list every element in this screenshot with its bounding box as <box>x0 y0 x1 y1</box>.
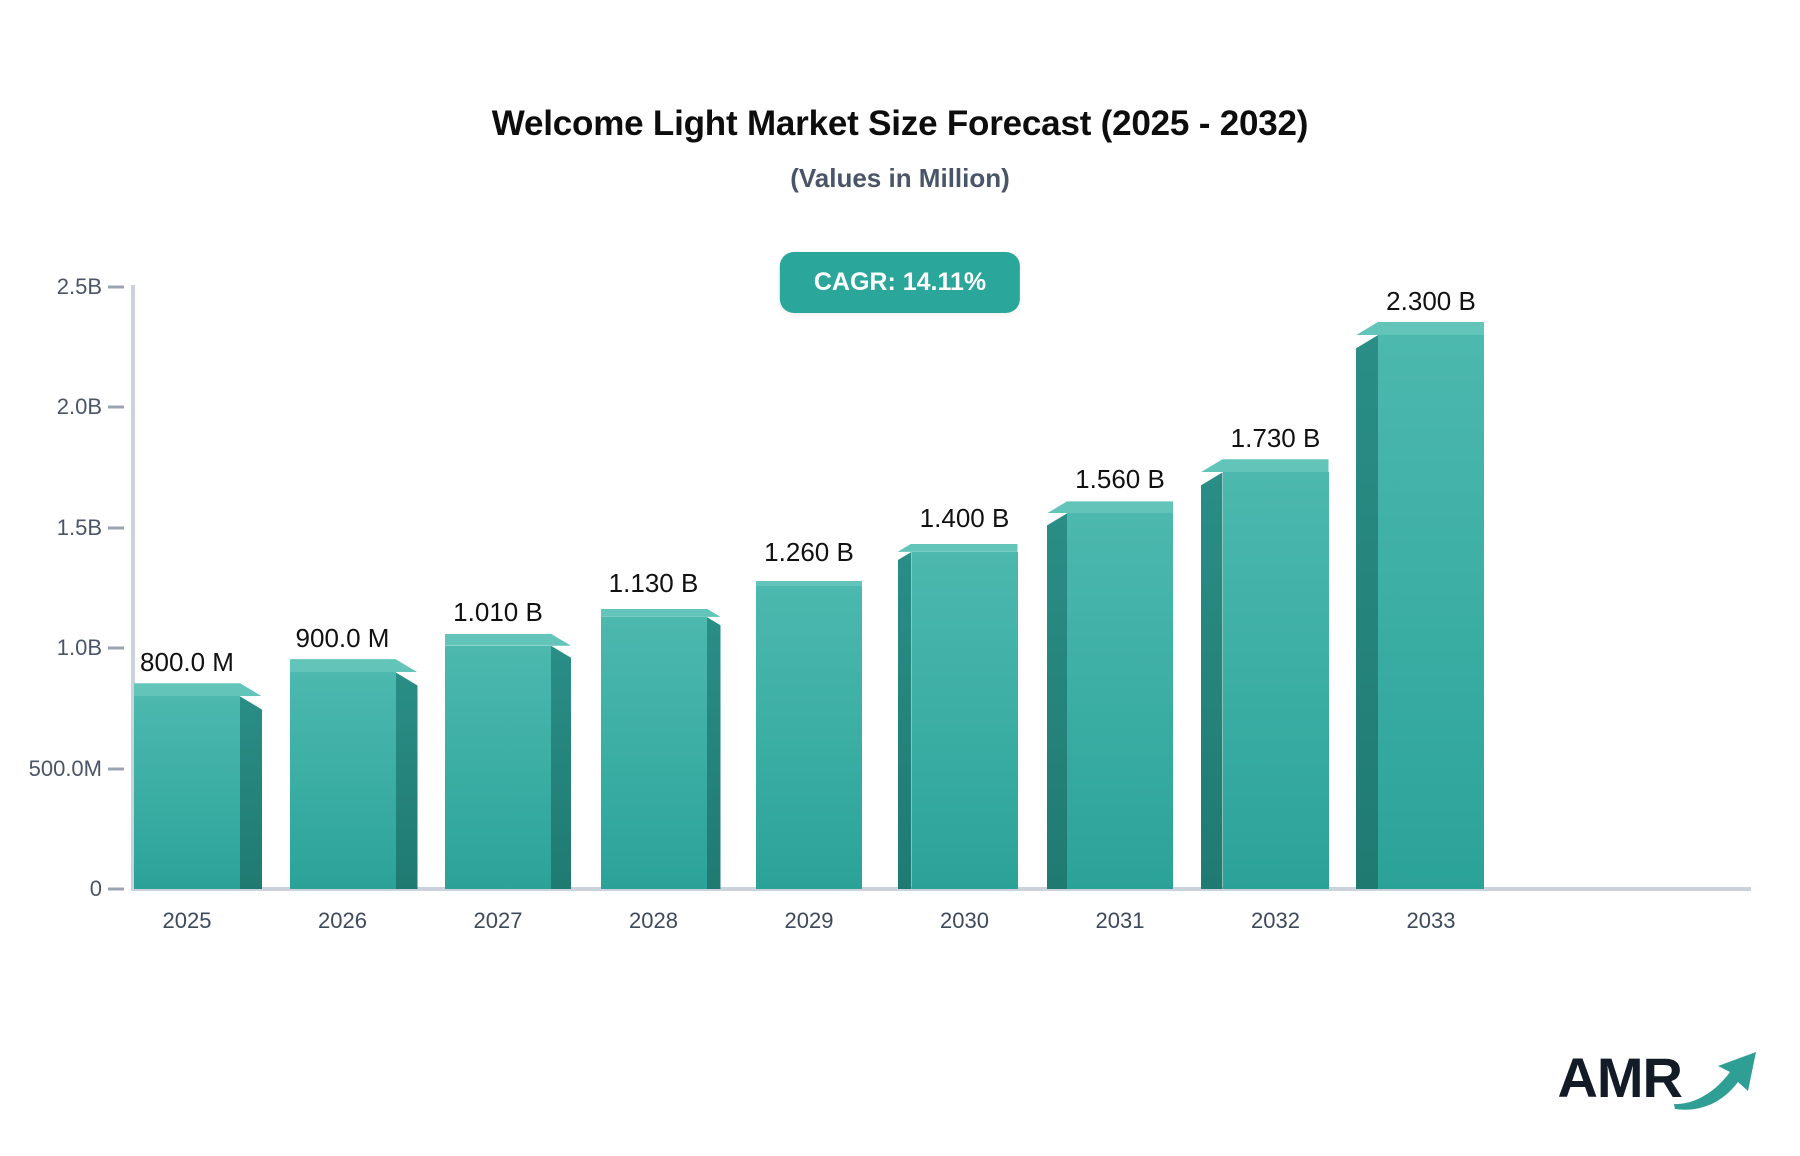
bar-top-face <box>1047 501 1173 514</box>
x-axis-tick-label: 2025 <box>162 908 212 933</box>
bar-2030[interactable]: 1.400 B <box>897 503 1018 889</box>
y-axis-tick-mark <box>108 887 124 891</box>
bar-top-face <box>756 580 862 586</box>
bar-2032[interactable]: 1.730 B <box>1200 423 1329 889</box>
bar-front-face <box>289 672 396 889</box>
bar-value-label: 800.0 M <box>140 647 234 678</box>
y-axis-tick-label: 2.5B <box>56 274 102 299</box>
chart-subtitle: (Values in Million) <box>790 162 1010 193</box>
y-axis-tick-label: 0 <box>89 876 102 901</box>
bar-front-face <box>600 616 707 889</box>
x-axis-tick-label: 2030 <box>940 908 989 933</box>
bar-value-label: 1.400 B <box>919 502 1010 533</box>
bar-value-label: 900.0 M <box>295 623 390 654</box>
bar-front-face <box>1378 335 1484 889</box>
bar-front-face <box>1067 513 1173 889</box>
x-axis-tick-label: 2033 <box>1406 908 1456 933</box>
bar-top-face <box>445 633 571 646</box>
bar-side-face <box>706 616 721 889</box>
y-axis-tick-mark <box>108 526 124 530</box>
x-axis-tick-label: 2028 <box>629 908 678 933</box>
bar-2027[interactable]: 1.010 B <box>445 597 571 889</box>
y-axis-tick-label: 500.0M <box>28 755 102 781</box>
x-axis-line <box>131 887 1751 891</box>
cagr-badge: CAGR: 14.11% <box>779 252 1021 313</box>
amr-logo: AMR <box>1557 1038 1758 1118</box>
y-axis-line <box>131 285 135 890</box>
bar-value-label: 1.730 B <box>1230 423 1321 454</box>
bar-2033[interactable]: 2.300 B <box>1356 286 1484 889</box>
bar-2025[interactable]: 800.0 M <box>134 647 262 889</box>
bar-2031[interactable]: 1.560 B <box>1047 464 1173 889</box>
bar-2028[interactable]: 1.130 B <box>600 568 721 889</box>
x-axis-tick-label: 2027 <box>473 908 523 933</box>
y-axis-tick-mark <box>108 285 124 289</box>
bar-front-face <box>445 645 551 889</box>
y-axis-tick-label: 1.5B <box>56 514 102 540</box>
growth-arrow-icon <box>1672 1048 1758 1115</box>
bar-top-face <box>897 543 1018 552</box>
bar-top-face <box>1200 459 1329 473</box>
y-axis-tick-mark <box>108 405 124 409</box>
chart-header: Welcome Light Market Size Forecast (2025… <box>0 0 1800 192</box>
bar-front-face <box>911 551 1018 889</box>
bar-front-face <box>1222 472 1329 889</box>
bar-top-face <box>134 683 262 697</box>
bar-side-face <box>240 696 262 889</box>
amr-logo-text: AMR <box>1557 1046 1683 1109</box>
bar-value-label: 1.560 B <box>1075 464 1165 495</box>
x-axis-tick-label: 2026 <box>318 908 367 933</box>
bar-side-face <box>1356 335 1378 889</box>
bar-value-label: 1.260 B <box>764 536 854 567</box>
bar-front-face <box>756 585 862 889</box>
bar-value-label: 1.010 B <box>453 596 543 627</box>
bar-2026[interactable]: 900.0 M <box>289 623 418 889</box>
y-axis-tick-mark <box>108 646 124 650</box>
y-axis-tick-label: 2.0B <box>56 394 102 420</box>
bar-top-face <box>289 659 418 673</box>
x-axis-tick-label: 2031 <box>1095 908 1145 933</box>
bar-side-face <box>897 551 912 889</box>
y-axis-tick-label: 1.0B <box>56 635 102 661</box>
bar-front-face <box>134 696 240 889</box>
bar-side-face <box>1047 513 1067 889</box>
bar-side-face <box>395 672 418 889</box>
bar-top-face <box>600 608 721 617</box>
x-axis-tick-label: 2029 <box>784 908 834 933</box>
y-axis-tick-mark <box>108 767 124 771</box>
bar-value-label: 2.300 B <box>1386 286 1476 317</box>
x-axis-tick-label: 2032 <box>1251 908 1300 933</box>
page-title: Welcome Light Market Size Forecast (2025… <box>491 104 1309 143</box>
bar-value-label: 1.130 B <box>608 567 699 598</box>
bar-top-face <box>1356 321 1484 336</box>
bar-side-face <box>551 645 571 889</box>
bar-2029[interactable]: 1.260 B <box>756 537 862 889</box>
bar-side-face <box>1200 472 1223 889</box>
